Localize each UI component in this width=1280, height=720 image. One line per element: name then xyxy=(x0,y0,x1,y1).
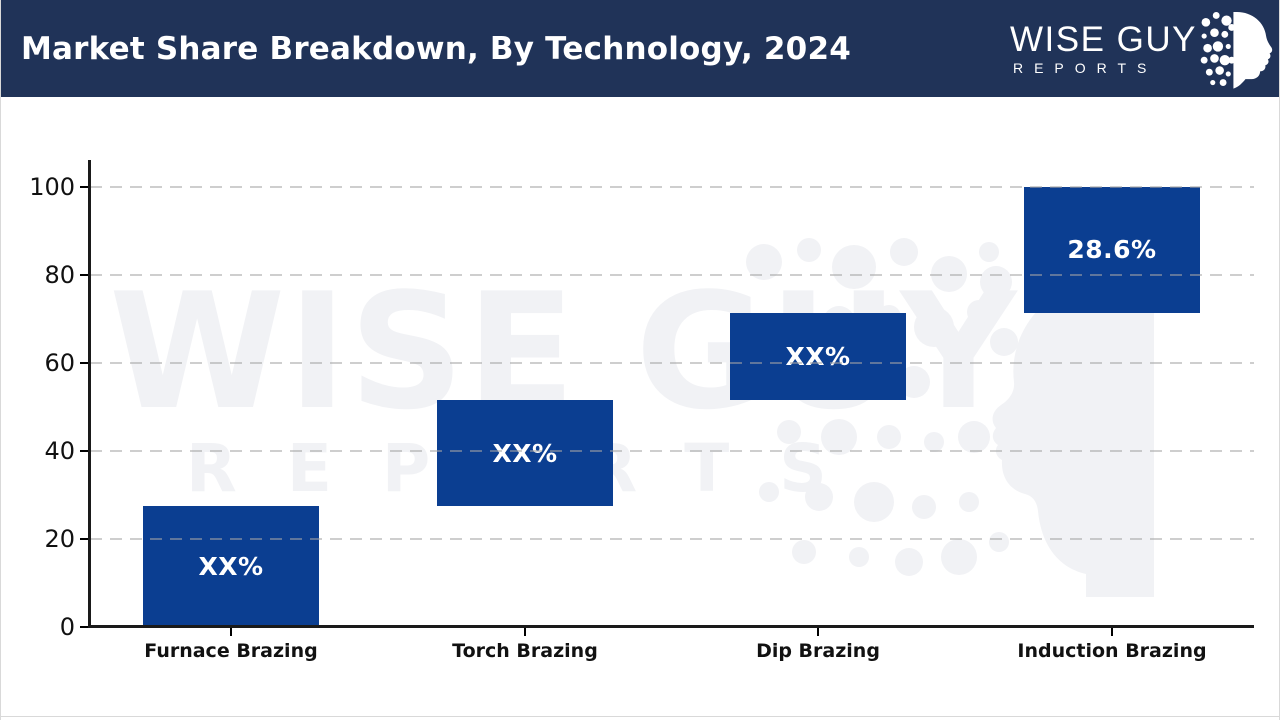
chart-title: Market Share Breakdown, By Technology, 2… xyxy=(21,30,851,67)
x-tick-label: Furnace Brazing xyxy=(144,640,318,662)
y-axis-spine xyxy=(88,160,91,627)
y-tick-label: 100 xyxy=(29,173,75,201)
y-tick xyxy=(80,626,88,628)
bar-torch-brazing: XX% xyxy=(437,400,613,506)
y-tick xyxy=(80,538,88,540)
y-tick-label: 80 xyxy=(44,261,75,289)
x-tick-label: Dip Brazing xyxy=(756,640,880,662)
logo-head-icon xyxy=(1200,11,1273,89)
logo-wordmark: WISE GUY xyxy=(1009,20,1197,59)
x-tick xyxy=(1111,628,1113,636)
y-tick xyxy=(80,450,88,452)
y-tick-label: 20 xyxy=(44,525,75,553)
x-tick-label: Induction Brazing xyxy=(1017,640,1207,662)
gridline-100 xyxy=(90,186,1254,188)
bar-value-label: XX% xyxy=(785,342,851,372)
gridline-40 xyxy=(90,450,1254,452)
bar-value-label: XX% xyxy=(198,552,264,581)
gridline-20 xyxy=(90,538,1254,540)
logo-subtext: REPORTS xyxy=(1012,60,1158,76)
x-tick xyxy=(524,628,526,636)
gridline-60 xyxy=(90,362,1254,364)
bar-value-label: XX% xyxy=(492,438,558,468)
bar-induction-brazing: 28.6% xyxy=(1024,187,1200,313)
y-tick-label: 0 xyxy=(59,613,75,641)
header: Market Share Breakdown, By Technology, 2… xyxy=(1,0,1279,97)
x-axis-spine xyxy=(88,625,1254,628)
y-tick-label: 60 xyxy=(44,349,75,377)
y-tick xyxy=(80,186,88,188)
x-tick-label: Torch Brazing xyxy=(452,640,598,662)
bar-value-label: 28.6% xyxy=(1067,235,1157,265)
y-tick xyxy=(80,274,88,276)
brand-logo: WISE GUY REPORTS xyxy=(1010,0,1273,97)
bar-furnace-brazing: XX% xyxy=(143,506,319,627)
bottom-border xyxy=(1,716,1279,717)
y-tick xyxy=(80,362,88,364)
y-tick-label: 40 xyxy=(44,437,75,465)
watermark-head-icon xyxy=(746,238,1154,597)
x-tick xyxy=(817,628,819,636)
gridline-80 xyxy=(90,274,1254,276)
bar-dip-brazing: XX% xyxy=(730,312,906,401)
x-tick xyxy=(230,628,232,636)
brand-logo-text: WISE GUY REPORTS xyxy=(1010,22,1197,75)
